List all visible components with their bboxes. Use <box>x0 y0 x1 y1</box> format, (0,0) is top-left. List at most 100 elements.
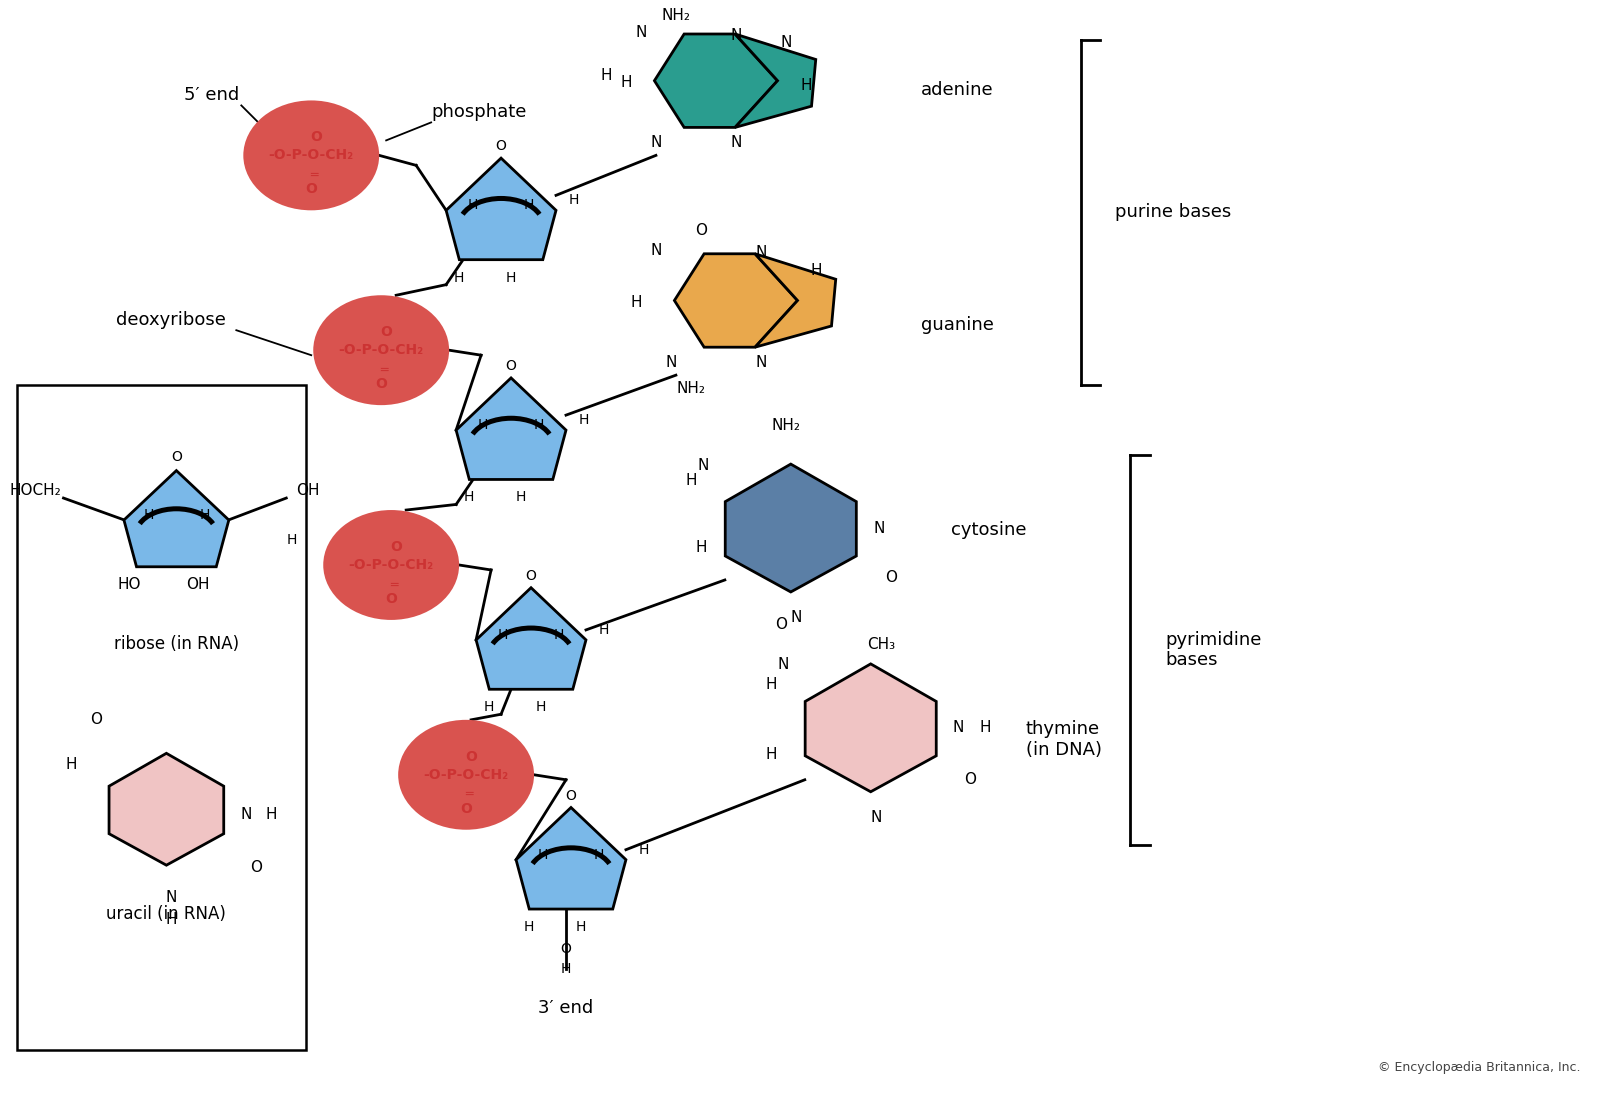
Text: H: H <box>600 68 611 83</box>
Text: H: H <box>810 263 821 278</box>
Polygon shape <box>734 34 816 127</box>
Text: O: O <box>525 568 536 583</box>
Text: N: N <box>778 657 789 672</box>
Polygon shape <box>755 254 835 347</box>
Polygon shape <box>123 471 229 567</box>
Text: H: H <box>554 627 565 642</box>
Polygon shape <box>456 378 566 480</box>
Text: H: H <box>483 700 494 714</box>
Text: H: H <box>538 848 549 862</box>
Polygon shape <box>674 254 797 347</box>
Text: N: N <box>730 28 741 43</box>
Text: O: O <box>386 592 397 606</box>
Text: H: H <box>562 963 571 976</box>
Text: N: N <box>166 890 178 906</box>
Text: N: N <box>650 243 662 257</box>
Text: O: O <box>306 183 317 196</box>
Ellipse shape <box>323 510 459 620</box>
Text: O: O <box>965 772 976 787</box>
Text: H: H <box>685 473 696 487</box>
Text: ribose (in RNA): ribose (in RNA) <box>114 635 238 653</box>
Text: H: H <box>144 508 154 522</box>
Text: 5′ end: 5′ end <box>184 87 238 104</box>
Polygon shape <box>477 588 586 689</box>
Text: CH₃: CH₃ <box>867 637 894 653</box>
Text: pyrimidine
bases: pyrimidine bases <box>1165 631 1262 669</box>
Text: H: H <box>523 920 534 934</box>
Text: N: N <box>954 721 965 736</box>
Text: H: H <box>464 491 474 505</box>
Text: H: H <box>523 198 534 212</box>
Polygon shape <box>805 664 936 792</box>
Text: H: H <box>800 78 811 93</box>
Text: H: H <box>594 848 605 862</box>
Text: H: H <box>576 920 586 934</box>
Text: HO: HO <box>118 577 141 592</box>
Text: H: H <box>478 418 488 433</box>
Text: H: H <box>515 491 526 505</box>
Text: O: O <box>466 750 477 764</box>
Text: H: H <box>467 198 478 212</box>
Text: O: O <box>250 861 262 875</box>
Text: O: O <box>560 942 571 956</box>
Text: O: O <box>694 222 707 238</box>
Text: uracil (in RNA): uracil (in RNA) <box>107 904 226 923</box>
Text: H: H <box>598 623 610 637</box>
Text: H: H <box>765 747 776 762</box>
Text: O: O <box>461 802 472 816</box>
Text: N: N <box>666 355 677 370</box>
FancyBboxPatch shape <box>16 385 306 1049</box>
Text: H: H <box>66 758 77 772</box>
Text: deoxyribose: deoxyribose <box>117 311 226 330</box>
Text: H: H <box>579 413 589 427</box>
Ellipse shape <box>314 296 450 405</box>
Polygon shape <box>109 753 224 865</box>
Text: O: O <box>376 377 387 391</box>
Text: H: H <box>286 533 296 548</box>
Text: O: O <box>506 359 517 373</box>
Text: N: N <box>730 135 741 150</box>
Text: OH: OH <box>296 483 320 497</box>
Text: H: H <box>979 721 992 736</box>
Text: ═: ═ <box>466 788 474 802</box>
Text: N: N <box>698 458 709 473</box>
Text: N: N <box>755 245 766 260</box>
Text: thymine
(in DNA): thymine (in DNA) <box>1026 721 1101 759</box>
Text: O: O <box>310 130 322 145</box>
Text: N: N <box>240 807 253 822</box>
Text: -O-P-O-CH₂: -O-P-O-CH₂ <box>349 558 434 572</box>
Text: N: N <box>781 35 792 50</box>
Text: -O-P-O-CH₂: -O-P-O-CH₂ <box>269 149 354 162</box>
Text: O: O <box>885 570 896 586</box>
Text: NH₂: NH₂ <box>661 8 690 23</box>
Text: O: O <box>381 325 392 339</box>
Text: NH₂: NH₂ <box>677 381 706 395</box>
Text: N: N <box>650 135 662 150</box>
Text: H: H <box>621 74 632 90</box>
Text: guanine: guanine <box>920 316 994 334</box>
Text: H: H <box>454 270 464 285</box>
Text: H: H <box>630 295 642 310</box>
Text: N: N <box>790 610 802 625</box>
Text: purine bases: purine bases <box>1115 204 1232 221</box>
Text: H: H <box>638 843 650 856</box>
Text: H: H <box>198 508 210 522</box>
Text: N: N <box>635 25 646 41</box>
Polygon shape <box>517 807 626 909</box>
Text: H: H <box>266 807 277 822</box>
Text: ═: ═ <box>310 169 318 182</box>
Text: ═: ═ <box>381 364 387 377</box>
Text: HOCH₂: HOCH₂ <box>10 483 61 497</box>
Text: 3′ end: 3′ end <box>538 999 594 1017</box>
Text: O: O <box>565 788 576 803</box>
Ellipse shape <box>243 101 379 210</box>
Text: © Encyclopædia Britannica, Inc.: © Encyclopædia Britannica, Inc. <box>1378 1061 1581 1074</box>
Text: N: N <box>755 355 766 370</box>
Text: O: O <box>171 450 182 463</box>
Text: N: N <box>870 810 882 826</box>
Text: H: H <box>765 678 776 692</box>
Text: phosphate: phosphate <box>430 103 526 122</box>
Text: N: N <box>874 520 885 535</box>
Text: O: O <box>390 540 402 554</box>
Text: H: H <box>534 418 544 433</box>
